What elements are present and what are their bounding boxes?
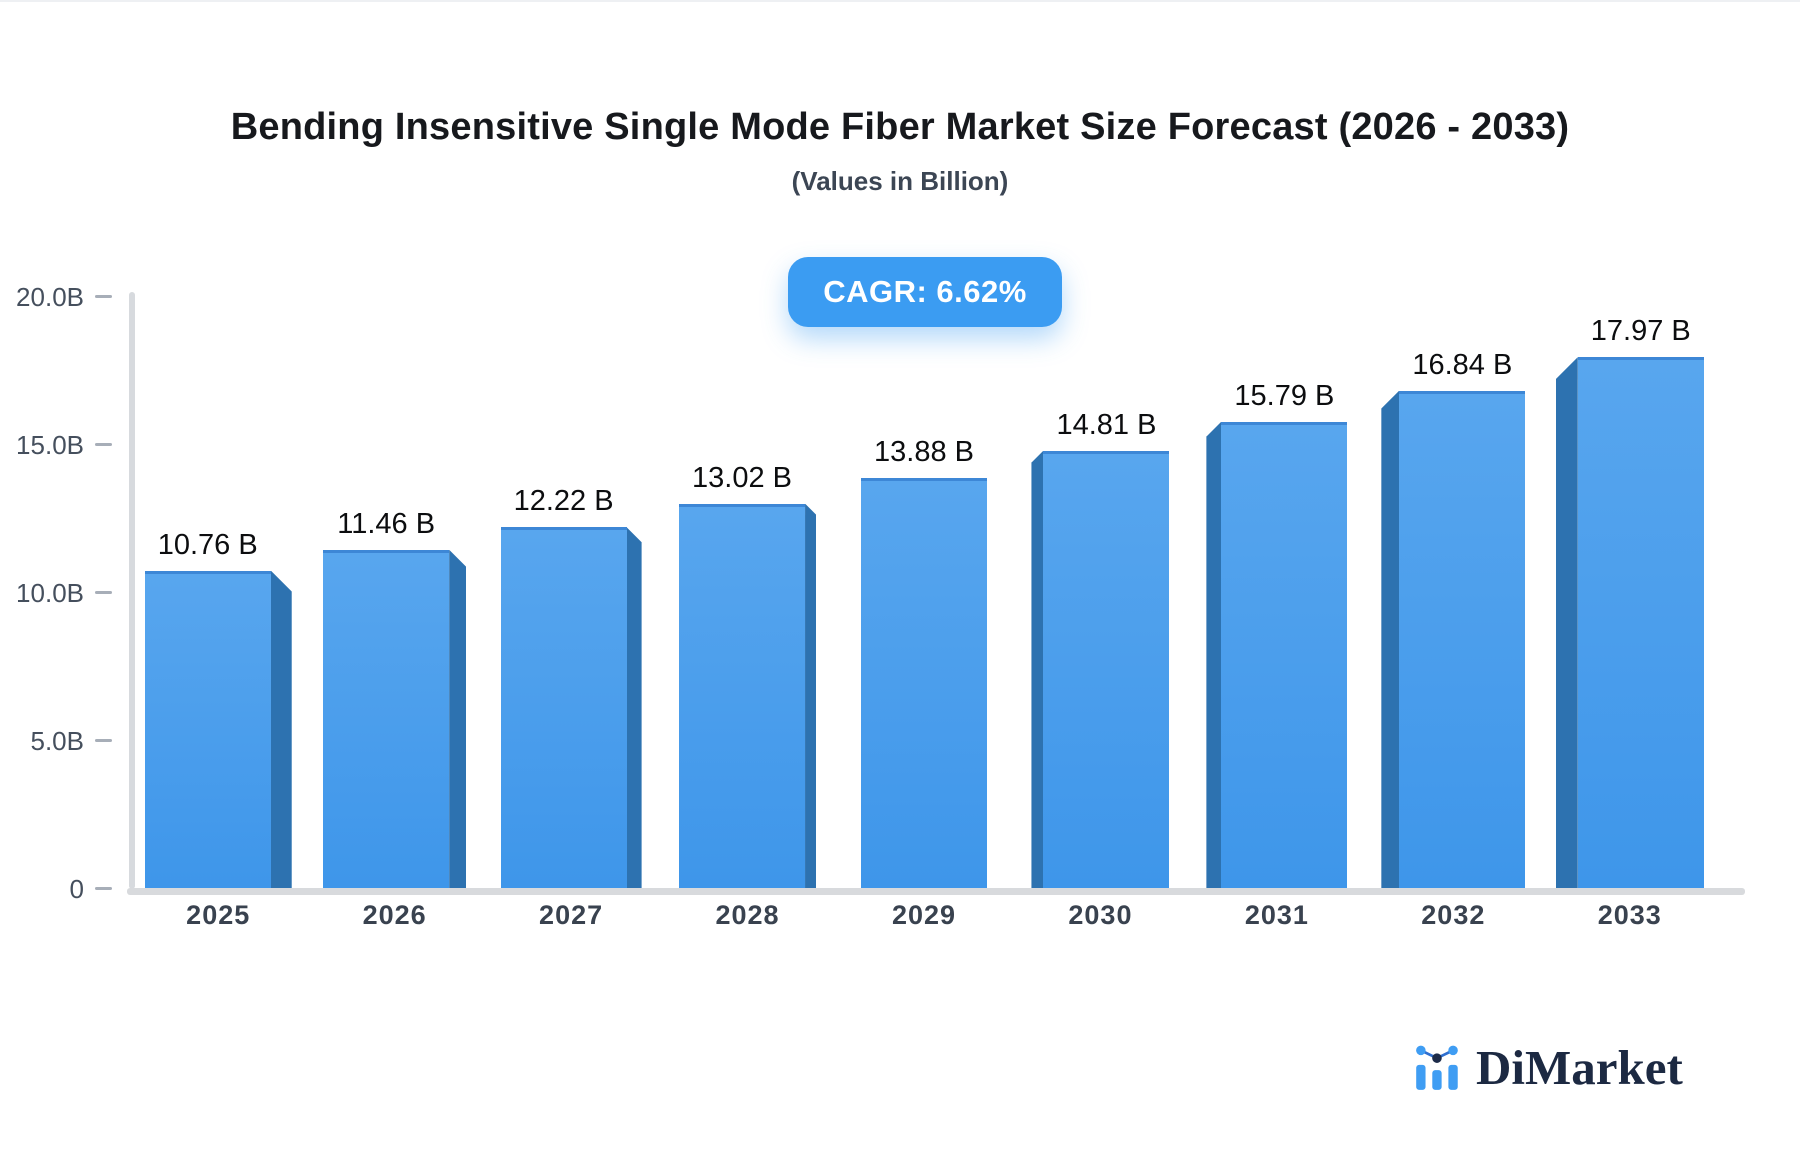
bar-side-face <box>626 527 642 889</box>
bar-side-face <box>449 549 467 889</box>
bar-side-face <box>270 570 292 889</box>
bar-value-label: 12.22 B <box>513 485 614 518</box>
y-tick-mark <box>95 739 112 742</box>
bar-2025: 10.76 B <box>144 529 292 889</box>
x-axis-label-2031: 2031 <box>1244 900 1309 930</box>
y-tick-label: 5.0B <box>30 726 85 756</box>
bar-front-face <box>500 527 627 889</box>
bar-2028: 13.02 B <box>679 462 817 889</box>
bar-value-label: 16.84 B <box>1412 348 1513 381</box>
x-axis-label-2028: 2028 <box>715 900 780 930</box>
bar-front-face <box>1577 357 1704 889</box>
x-axis-label-2029: 2029 <box>891 900 957 930</box>
bar-value-label: 17.97 B <box>1590 315 1691 348</box>
y-tick-label: 10.0B <box>16 578 84 608</box>
bar-side-face <box>1381 390 1400 889</box>
x-axis-label-2025: 2025 <box>186 900 251 930</box>
logo-text: DiMarket <box>1476 1039 1683 1095</box>
y-tick-mark <box>95 295 112 298</box>
x-axis-label-2033: 2033 <box>1597 900 1662 930</box>
bar-front-face <box>1221 421 1348 889</box>
bar-front-face <box>323 549 450 889</box>
bar-side-face <box>805 503 817 889</box>
y-tick-label: 15.0B <box>16 430 84 460</box>
y-tick-mark <box>95 887 112 890</box>
dimarket-logo: DiMarket <box>1412 1040 1683 1094</box>
x-axis-label-2026: 2026 <box>362 900 427 930</box>
bar-side-face <box>1206 421 1222 889</box>
bar-front-face <box>1043 450 1170 889</box>
bar-value-label: 13.02 B <box>692 461 793 494</box>
bar-2029: 13.88 B <box>861 436 987 889</box>
y-tick-label: 0 <box>69 874 84 904</box>
y-axis-line <box>129 292 135 889</box>
chart-title: Bending Insensitive Single Mode Fiber Ma… <box>230 106 1570 148</box>
x-axis-label-2030: 2030 <box>1068 900 1133 930</box>
bar-2030: 14.81 B <box>1031 409 1170 889</box>
bar-front-face <box>1399 390 1526 889</box>
bar-value-label: 13.88 B <box>874 436 974 469</box>
y-tick-label: 20.0B <box>16 282 84 312</box>
bar-front-face <box>144 570 271 889</box>
bar-chart-trend-icon <box>1416 1045 1458 1090</box>
bar-value-label: 11.46 B <box>337 507 436 540</box>
y-tick-mark <box>95 591 112 594</box>
cagr-badge: CAGR: 6.62% <box>788 257 1062 327</box>
bar-side-face <box>1555 357 1578 889</box>
y-tick-mark <box>95 443 112 446</box>
bar-2031: 15.79 B <box>1206 380 1348 889</box>
x-axis-label-2027: 2027 <box>539 900 604 930</box>
bar-value-label: 15.79 B <box>1234 379 1335 412</box>
bar-value-label: 14.81 B <box>1056 408 1157 441</box>
bar-2027: 12.22 B <box>500 485 642 889</box>
x-axis-label-2032: 2032 <box>1421 900 1486 930</box>
bar-2032: 16.84 B <box>1381 349 1526 889</box>
chart-subtitle: (Values in Billion) <box>791 166 1009 196</box>
bar-front-face <box>861 478 987 889</box>
x-axis-baseline <box>127 888 1745 895</box>
bar-value-label: 10.76 B <box>157 528 258 561</box>
bar-2026: 11.46 B <box>323 508 467 889</box>
bar-side-face <box>1031 450 1044 889</box>
bar-2033: 17.97 B <box>1555 315 1704 889</box>
bar-front-face <box>679 503 806 889</box>
